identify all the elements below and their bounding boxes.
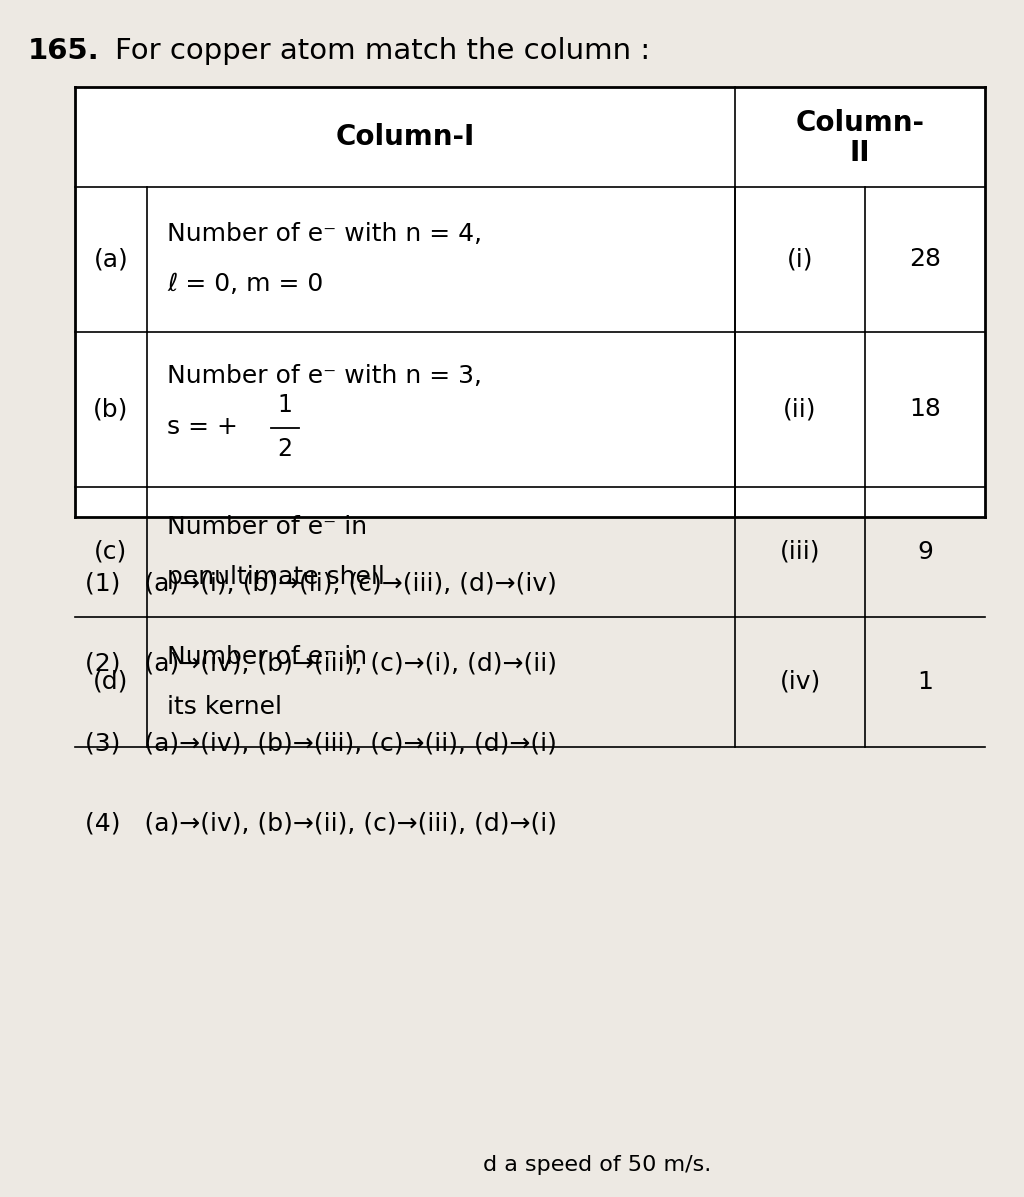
Text: penultimate shell: penultimate shell [167,565,385,589]
Text: For copper atom match the column :: For copper atom match the column : [115,37,650,65]
Text: 2: 2 [278,437,293,462]
Text: Column-I: Column-I [336,123,475,151]
Text: s = +: s = + [167,415,246,439]
Text: (b): (b) [93,397,129,421]
Text: (iv): (iv) [779,670,820,694]
Text: ℓ = 0, m = 0: ℓ = 0, m = 0 [167,273,324,297]
Bar [75,87,985,517]
Text: Number of e⁻ with n = 3,: Number of e⁻ with n = 3, [167,365,482,389]
Text: (2)   (a)→(iv), (b)→(iii), (c)→(i), (d)→(ii): (2) (a)→(iv), (b)→(iii), (c)→(i), (d)→(i… [85,652,557,676]
Text: 165.: 165. [28,37,99,65]
Text: (1)   (a)→(i), (b)→(ii), (c)→(iii), (d)→(iv): (1) (a)→(i), (b)→(ii), (c)→(iii), (d)→(i… [85,572,557,596]
Text: (ii): (ii) [783,397,817,421]
Text: (d): (d) [93,670,129,694]
Text: 1: 1 [918,670,933,694]
Text: Number of e⁻ in: Number of e⁻ in [167,645,368,669]
Text: 28: 28 [909,248,941,272]
Text: (i): (i) [786,248,813,272]
Text: 18: 18 [909,397,941,421]
Text: Column-: Column- [796,109,925,136]
Text: (c): (c) [94,540,128,564]
Text: 1: 1 [278,394,293,418]
Text: II: II [850,139,870,168]
Text: 9: 9 [918,540,933,564]
Text: d a speed of 50 m/s.: d a speed of 50 m/s. [312,1155,712,1175]
Text: (4)   (a)→(iv), (b)→(ii), (c)→(iii), (d)→(i): (4) (a)→(iv), (b)→(ii), (c)→(iii), (d)→(… [85,812,557,836]
Text: (3)   (a)→(iv), (b)→(iii), (c)→(ii), (d)→(i): (3) (a)→(iv), (b)→(iii), (c)→(ii), (d)→(… [85,733,557,757]
Text: Number of e⁻ with n = 4,: Number of e⁻ with n = 4, [167,223,482,247]
Text: (a): (a) [93,248,128,272]
Text: Number of e⁻ in: Number of e⁻ in [167,515,368,539]
Text: (iii): (iii) [779,540,820,564]
Text: its kernel: its kernel [167,695,282,719]
